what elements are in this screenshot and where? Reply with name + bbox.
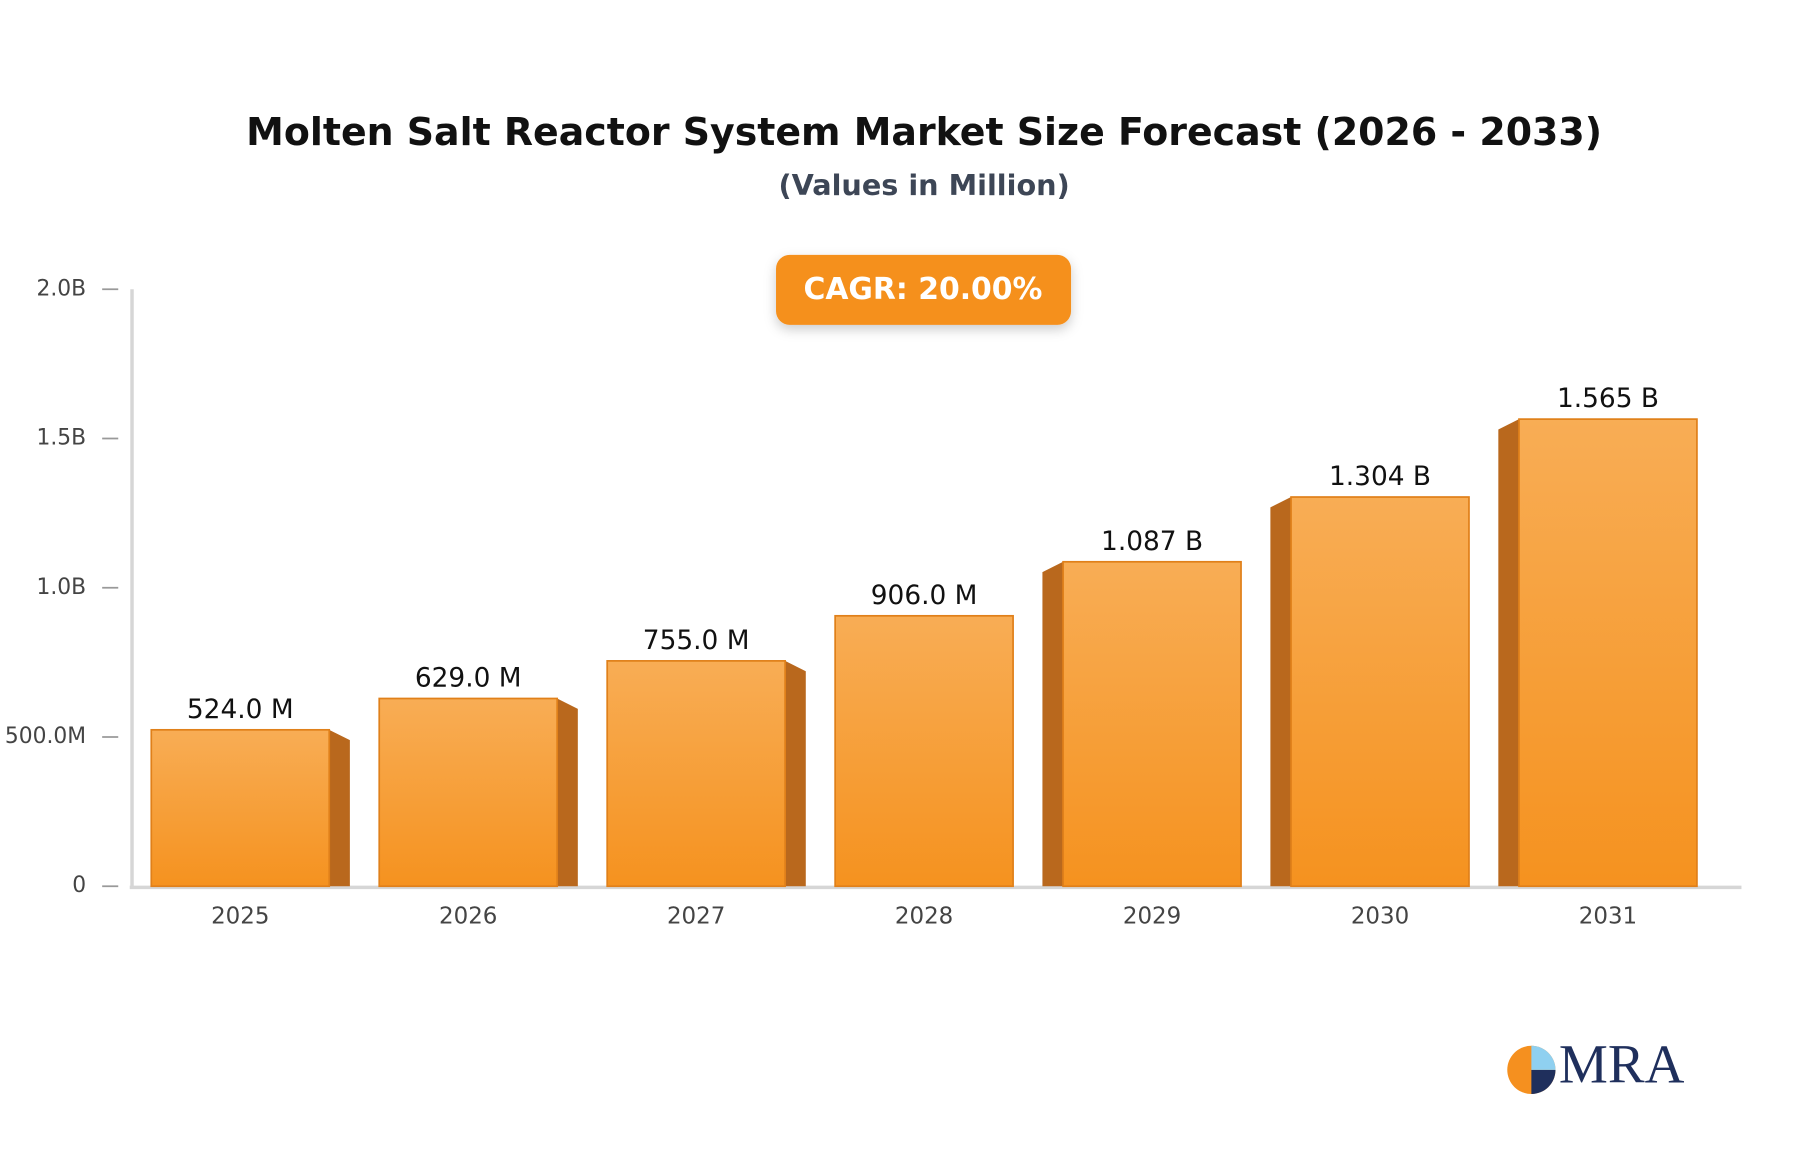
bar-side [1498,419,1519,887]
logo-text: MRA [1559,1034,1685,1095]
y-tick-label: 500.0M [5,724,86,749]
cagr-badge [776,254,1072,325]
x-tick-label: 2031 [1579,904,1637,930]
value-label: 1.087 B [1101,526,1203,557]
logo-icon-slice [1531,1045,1556,1070]
value-label: 755.0 M [643,625,750,656]
bar [1290,496,1470,888]
bar-side [557,698,578,887]
y-tick-label: 1.5B [36,426,86,451]
value-label: 524.0 M [187,694,294,725]
bar [834,614,1014,888]
x-tick-label: 2025 [211,904,269,930]
logo: MRA [1507,1034,1685,1095]
bar-side [1042,561,1064,887]
logo-icon-slice [1531,1069,1556,1095]
x-tick-label: 2030 [1351,904,1409,930]
x-tick-label: 2027 [667,904,725,930]
bar [1062,560,1242,888]
x-tick-label: 2028 [895,904,953,930]
value-label: 906.0 M [871,580,978,611]
chart-subtitle: (Values in Million) [778,168,1069,202]
value-label: 629.0 M [415,662,522,693]
bar [1518,418,1698,888]
bar-side [1270,497,1292,887]
y-tick-label: 2.0B [36,276,86,301]
y-tick-label: 1.0B [36,575,86,600]
value-label: 1.304 B [1329,461,1431,492]
value-label: 1.565 B [1557,383,1659,414]
cagr-label: CAGR: 20.00% [803,272,1042,307]
y-tick-label: 0 [72,873,86,898]
bar [378,697,559,888]
bar-side [329,729,350,887]
x-tick-label: 2026 [439,904,497,930]
bar [150,728,331,888]
chart-title: Molten Salt Reactor System Market Size F… [246,110,1602,154]
x-tick-label: 2029 [1123,904,1181,930]
bar-side [785,660,806,887]
bar [606,660,786,888]
